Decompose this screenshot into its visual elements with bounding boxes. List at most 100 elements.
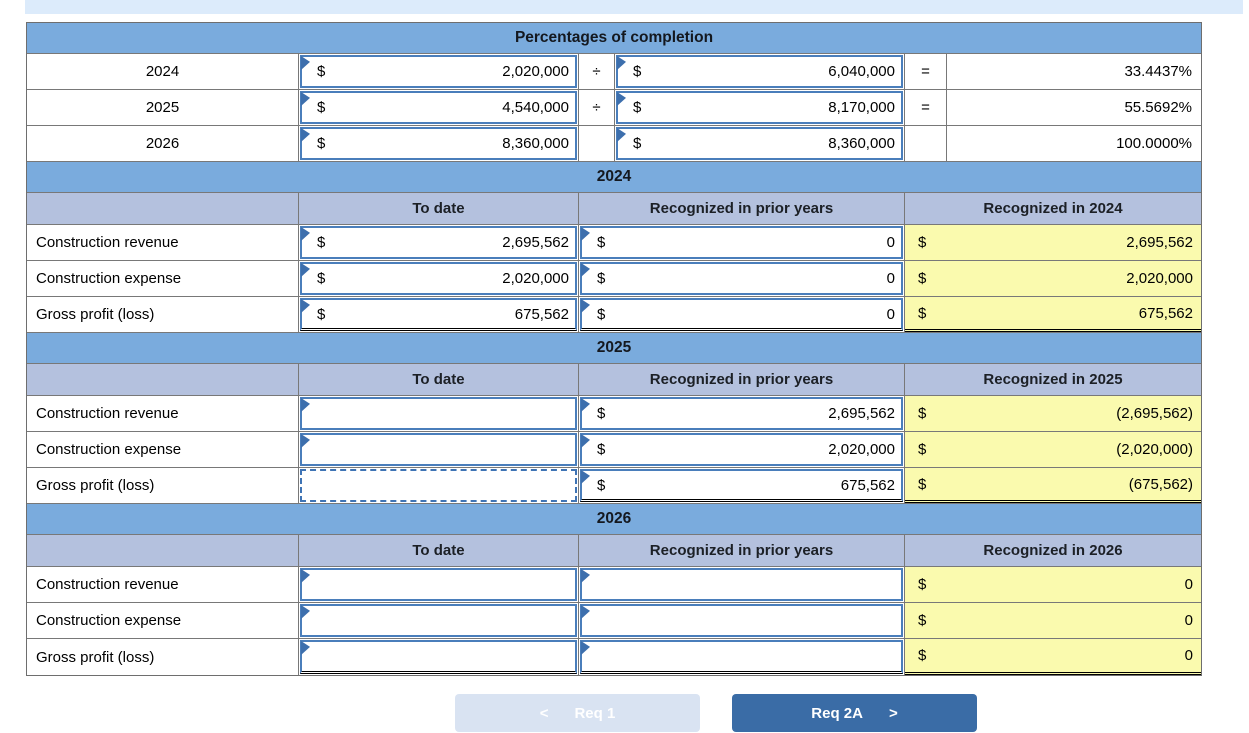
- input-2025-expense-prior[interactable]: $ 2,020,000: [580, 433, 903, 466]
- cell-value: 8,360,000: [828, 135, 895, 152]
- pct-2025-numerator-cell: $ 4,540,000: [299, 90, 579, 125]
- column-header-prior-years: Recognized in prior years: [579, 193, 905, 224]
- column-header-recognized: Recognized in 2026: [905, 535, 1201, 566]
- cell-value: 8,360,000: [502, 135, 569, 152]
- computed-2024-gross-recognized: $ 675,562: [905, 297, 1201, 332]
- currency-symbol: $: [918, 234, 927, 251]
- currency-symbol: $: [597, 305, 606, 323]
- table-row: Construction expense $ 2,020,000 $ 0 $ 2…: [27, 261, 1201, 297]
- cell-value: 2,020,000: [1126, 270, 1193, 287]
- input-2025-revenue-prior[interactable]: $ 2,695,562: [580, 397, 903, 430]
- cell-2024-expense-prior: $ 0: [579, 261, 905, 296]
- pct-row-2025: 2025 $ 4,540,000 ÷ $ 8,170,000 = 55.5692…: [27, 90, 1201, 126]
- input-2024-expense-todate[interactable]: $ 2,020,000: [300, 262, 577, 295]
- answered-flag-icon: [301, 263, 310, 277]
- currency-symbol: $: [633, 135, 642, 152]
- answered-flag-icon: [617, 56, 626, 70]
- input-2024-expense-prior[interactable]: $ 0: [580, 262, 903, 295]
- input-2026-revenue-prior[interactable]: [580, 568, 903, 601]
- input-2024-gross-prior[interactable]: $ 0: [580, 298, 903, 331]
- section-2024-column-headers: To date Recognized in prior years Recogn…: [27, 193, 1201, 225]
- pct-year-label: 2024: [27, 54, 299, 89]
- currency-symbol: $: [317, 63, 326, 80]
- req1-button[interactable]: < Req 1: [455, 694, 700, 732]
- cell-value: 2,695,562: [1126, 234, 1193, 251]
- input-2025-gross-prior[interactable]: $ 675,562: [580, 469, 903, 502]
- input-2025-expense-todate[interactable]: [300, 433, 577, 466]
- input-2024-revenue-prior[interactable]: $ 0: [580, 226, 903, 259]
- table-row: Construction expense $ 2,020,000 $ (2,02…: [27, 432, 1201, 468]
- pct-2025-denominator-cell: $ 8,170,000: [615, 90, 905, 125]
- cell-value: 2,020,000: [828, 441, 895, 458]
- pct-2024-numerator-input[interactable]: $ 2,020,000: [300, 55, 577, 88]
- cell-2024-gross-todate: $ 675,562: [299, 297, 579, 332]
- cell-value: 0: [886, 305, 895, 323]
- computed-2024-expense-recognized: $ 2,020,000: [905, 261, 1201, 296]
- column-header-prior-years: Recognized in prior years: [579, 535, 905, 566]
- computed-2024-revenue-recognized: $ 2,695,562: [905, 225, 1201, 260]
- cell-value: 675,562: [1138, 304, 1193, 322]
- column-header-prior-years: Recognized in prior years: [579, 364, 905, 395]
- cell-value: 2,695,562: [828, 405, 895, 422]
- pct-2024-denominator-cell: $ 6,040,000: [615, 54, 905, 89]
- input-2024-revenue-todate[interactable]: $ 2,695,562: [300, 226, 577, 259]
- computed-2025-revenue-recognized: $ (2,695,562): [905, 396, 1201, 431]
- pct-2026-result: 100.0000%: [1116, 135, 1192, 152]
- pct-2024-denominator-input[interactable]: $ 6,040,000: [616, 55, 903, 88]
- cell-2026-gross-todate: [299, 639, 579, 675]
- answered-flag-icon: [581, 641, 590, 655]
- input-2026-revenue-todate[interactable]: [300, 568, 577, 601]
- input-2026-expense-prior[interactable]: [580, 604, 903, 637]
- column-header-recognized: Recognized in 2025: [905, 364, 1201, 395]
- currency-symbol: $: [597, 441, 606, 458]
- answered-flag-icon: [301, 641, 310, 655]
- divide-symbol: ÷: [579, 90, 615, 125]
- pct-2025-numerator-input[interactable]: $ 4,540,000: [300, 91, 577, 124]
- input-2026-gross-todate[interactable]: [300, 640, 577, 674]
- currency-symbol: $: [918, 647, 927, 664]
- page-top-bar: [25, 0, 1243, 14]
- column-header-to-date: To date: [299, 535, 579, 566]
- table-row: Construction revenue $ 2,695,562 $ (2,69…: [27, 396, 1201, 432]
- cell-2025-revenue-prior: $ 2,695,562: [579, 396, 905, 431]
- pct-2026-numerator-input[interactable]: $ 8,360,000: [300, 127, 577, 160]
- cell-value: 2,020,000: [502, 63, 569, 80]
- input-2024-gross-todate[interactable]: $ 675,562: [300, 298, 577, 331]
- currency-symbol: $: [918, 475, 927, 493]
- section-header-2025: 2025: [27, 333, 1201, 364]
- pct-year-label: 2025: [27, 90, 299, 125]
- row-label: Gross profit (loss): [27, 468, 299, 503]
- computed-2025-expense-recognized: $ (2,020,000): [905, 432, 1201, 467]
- cell-2024-revenue-todate: $ 2,695,562: [299, 225, 579, 260]
- pct-row-2026: 2026 $ 8,360,000 $ 8,360,000 100.0000%: [27, 126, 1201, 162]
- selected-input-2025-gross-todate[interactable]: [300, 469, 577, 502]
- computed-2026-gross-recognized: $ 0: [905, 639, 1201, 675]
- requirement-nav: < Req 1 Req 2A >: [455, 694, 977, 732]
- req1-button-label: Req 1: [574, 704, 616, 722]
- row-label: Construction expense: [27, 261, 299, 296]
- answered-flag-icon: [301, 569, 310, 583]
- currency-symbol: $: [633, 63, 642, 80]
- cell-value: 0: [886, 234, 895, 251]
- currency-symbol: $: [317, 99, 326, 116]
- cell-value: 0: [1184, 612, 1193, 629]
- cell-2025-gross-todate: [299, 468, 579, 503]
- cell-value: 6,040,000: [828, 63, 895, 80]
- pct-2024-numerator-cell: $ 2,020,000: [299, 54, 579, 89]
- answered-flag-icon: [617, 92, 626, 106]
- currency-symbol: $: [918, 304, 927, 322]
- cell-value: 0: [1184, 576, 1193, 593]
- pct-2026-numerator-cell: $ 8,360,000: [299, 126, 579, 161]
- pct-2025-denominator-input[interactable]: $ 8,170,000: [616, 91, 903, 124]
- input-2025-revenue-todate[interactable]: [300, 397, 577, 430]
- section-2026-column-headers: To date Recognized in prior years Recogn…: [27, 535, 1201, 567]
- answered-flag-icon: [617, 128, 626, 142]
- answered-flag-icon: [301, 398, 310, 412]
- input-2026-expense-todate[interactable]: [300, 604, 577, 637]
- chevron-left-icon: <: [539, 704, 549, 722]
- section-header-2026: 2026: [27, 504, 1201, 535]
- input-2026-gross-prior[interactable]: [580, 640, 903, 674]
- pct-2026-denominator-input[interactable]: $ 8,360,000: [616, 127, 903, 160]
- req2a-button[interactable]: Req 2A >: [732, 694, 977, 732]
- currency-symbol: $: [918, 441, 927, 458]
